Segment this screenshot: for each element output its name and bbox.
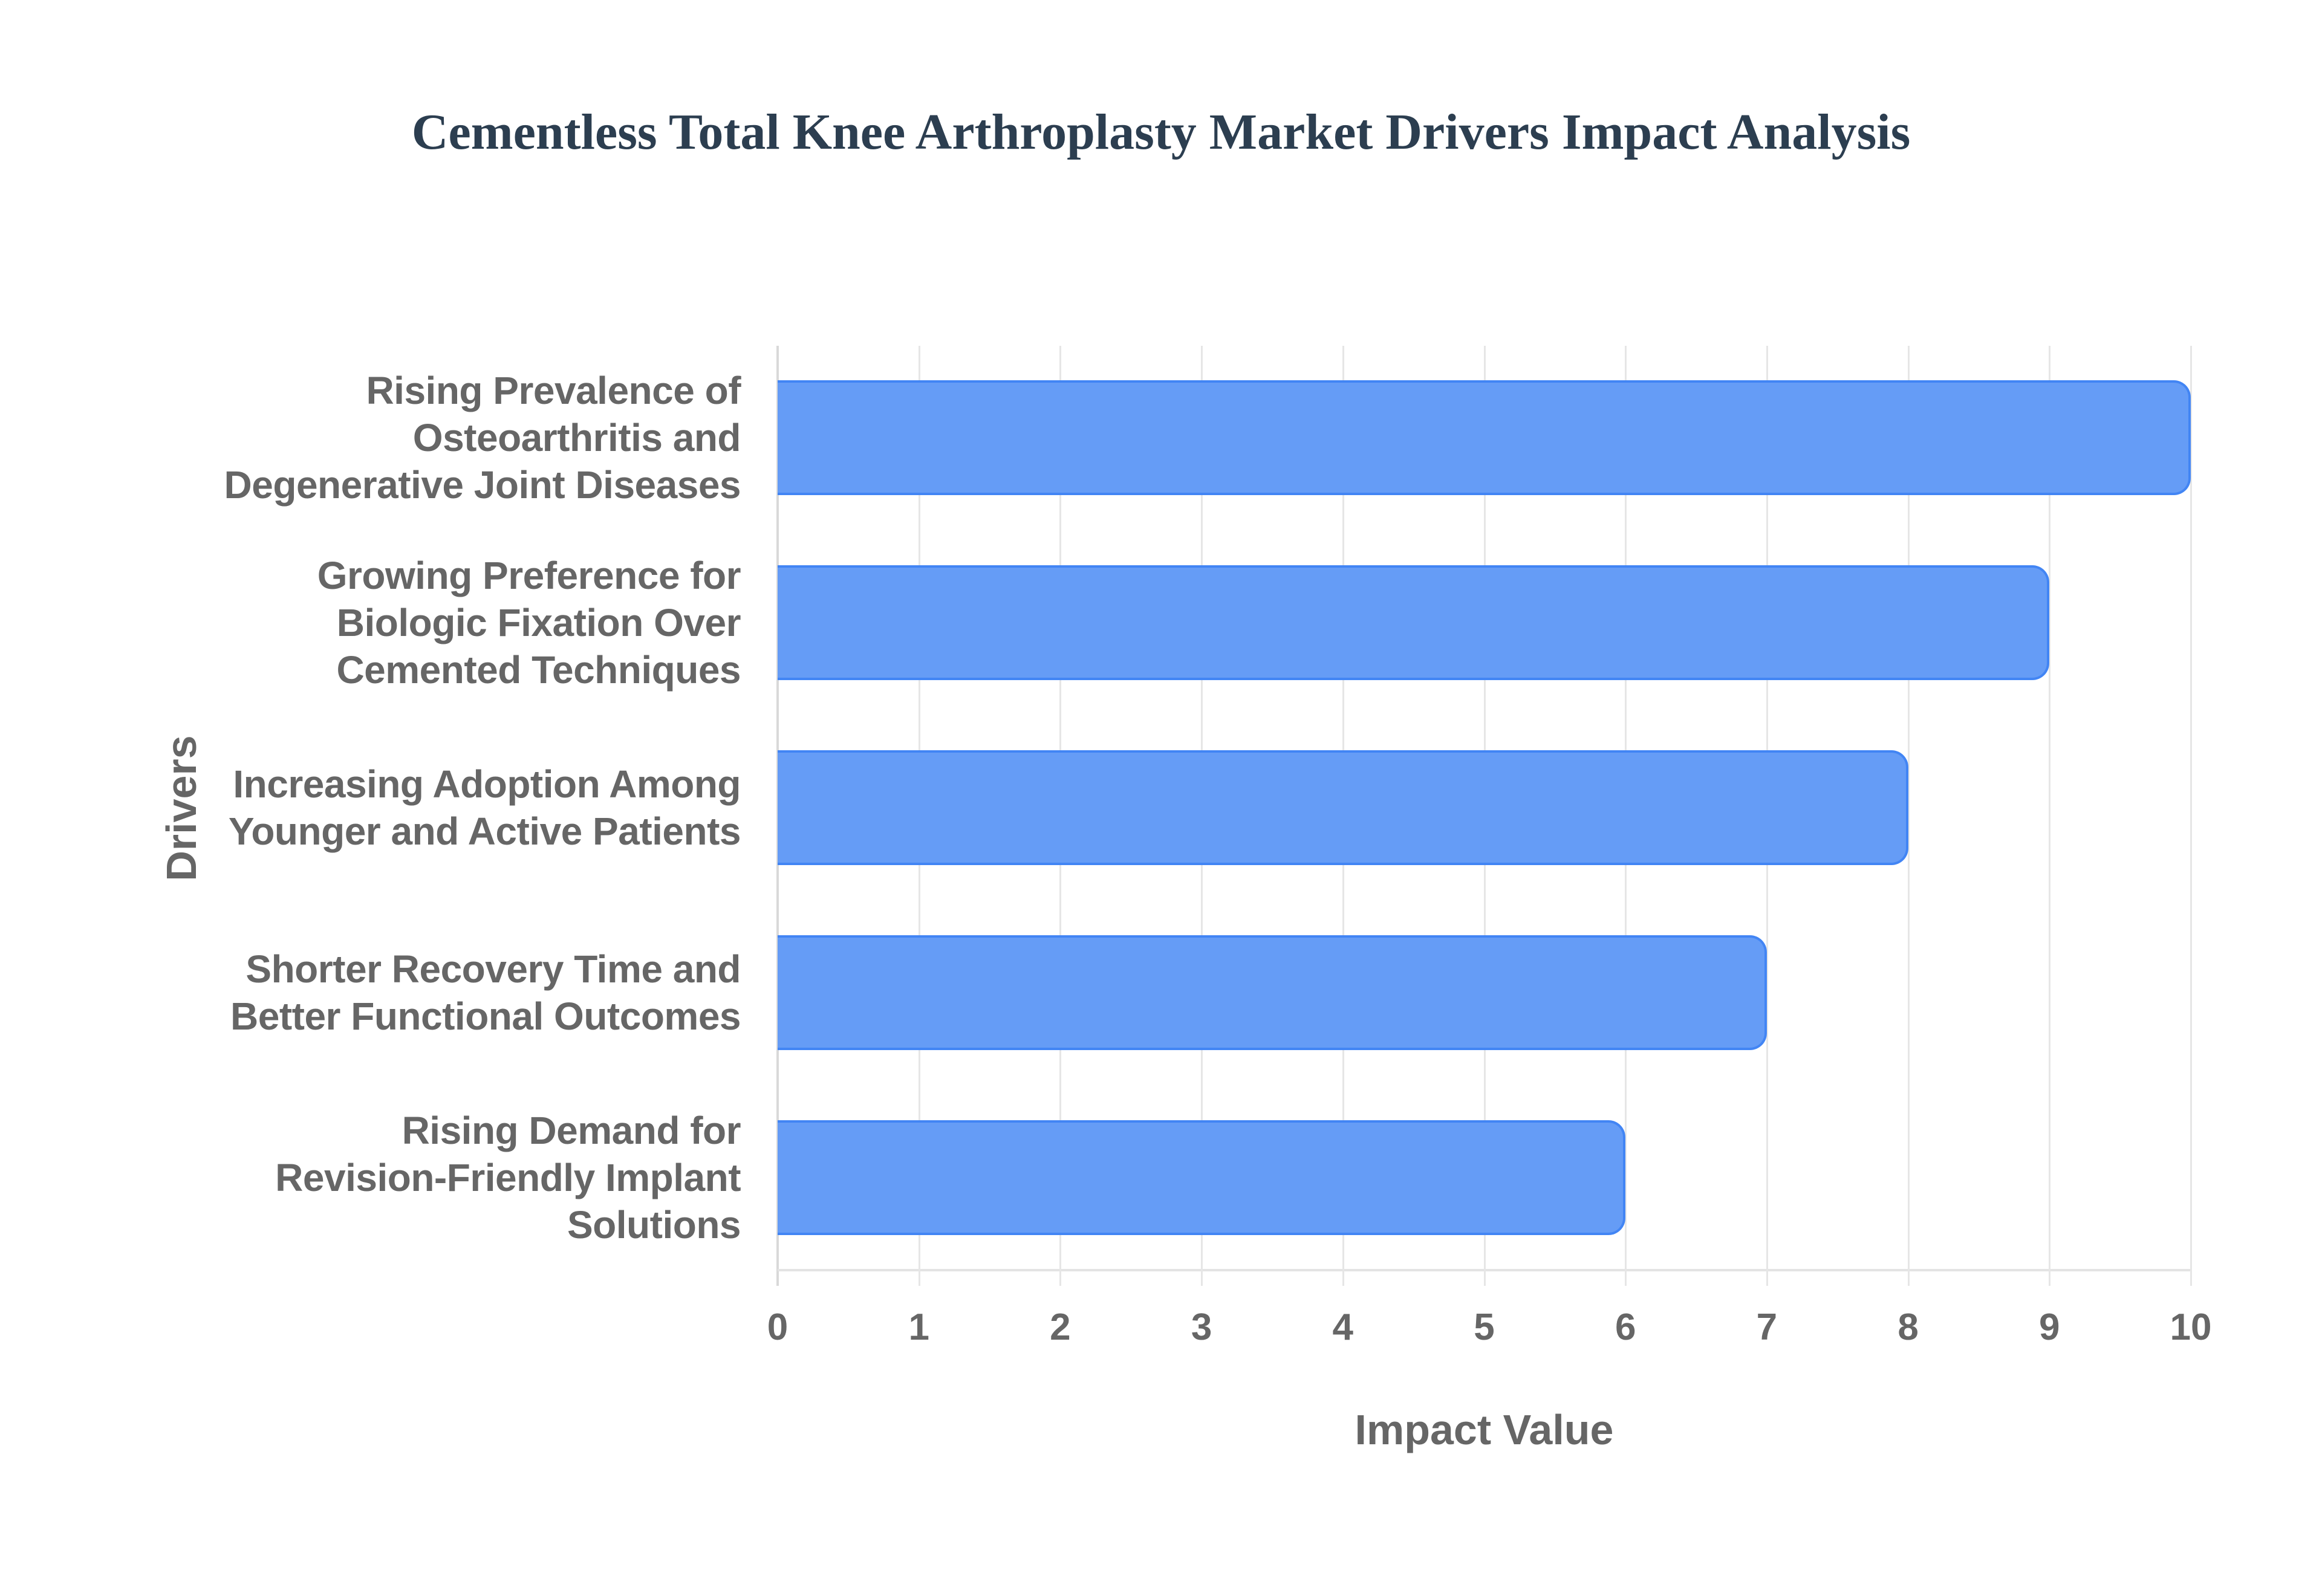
bar[interactable] (778, 935, 1767, 1050)
y-category-label: Growing Preference for Biologic Fixation… (317, 554, 741, 692)
y-category-label: Rising Prevalence of Osteoarthritis and … (224, 369, 741, 507)
x-axis-title: Impact Value (1354, 1406, 1614, 1453)
gridline (2049, 346, 2051, 1286)
y-category-label: Rising Demand for Revision-Friendly Impl… (275, 1109, 741, 1247)
bar[interactable] (778, 1120, 1626, 1235)
x-tick-label: 9 (2039, 1306, 2060, 1348)
y-category-label: Shorter Recovery Time and Better Functio… (230, 947, 741, 1038)
bar[interactable] (778, 750, 1908, 865)
x-tick-label: 3 (1191, 1306, 1212, 1348)
x-tick-label: 4 (1332, 1306, 1354, 1348)
x-tick-label: 8 (1898, 1306, 1919, 1348)
plot-area (776, 346, 2192, 1286)
x-tick-label: 1 (908, 1306, 929, 1348)
bar[interactable] (778, 380, 2191, 495)
y-category-label: Increasing Adoption Among Younger and Ac… (228, 762, 741, 853)
x-tick-label: 2 (1050, 1306, 1071, 1348)
x-tick-label: 7 (1756, 1306, 1778, 1348)
x-tick-label: 5 (1474, 1306, 1495, 1348)
x-tick-label: 0 (767, 1306, 789, 1348)
bar[interactable] (778, 565, 2050, 680)
x-tick-label: 6 (1615, 1306, 1636, 1348)
gridline (2190, 346, 2192, 1286)
chart-title: Cementless Total Knee Arthroplasty Marke… (411, 104, 1911, 160)
gridline (1907, 346, 1910, 1286)
x-tick-label: 10 (2170, 1306, 2212, 1348)
